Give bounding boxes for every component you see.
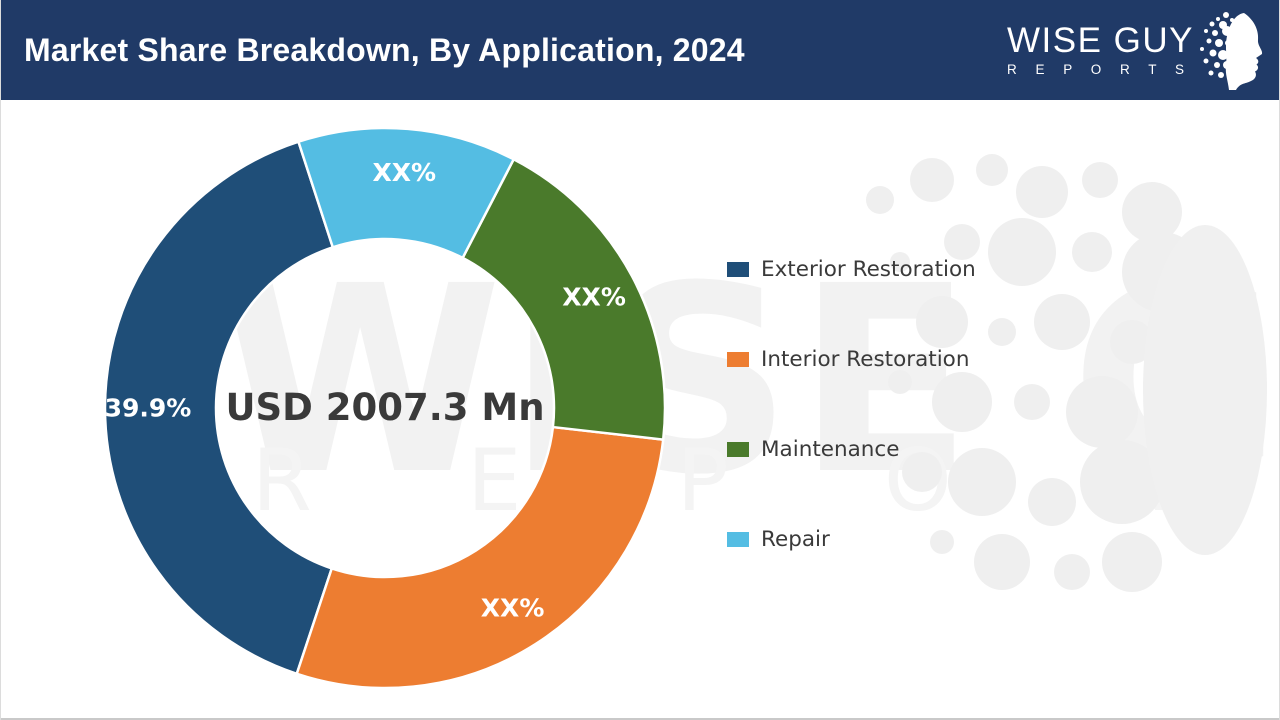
legend-swatch-icon [727, 441, 749, 457]
legend-swatch-icon [727, 531, 749, 547]
slice-label-interior-restoration: XX% [481, 594, 545, 623]
donut-slice-maintenance [461, 158, 667, 441]
legend-item-maintenance: Maintenance [727, 432, 976, 466]
legend-item-exterior-restoration: Exterior Restoration [727, 252, 976, 286]
logo-face-icon [1200, 12, 1263, 90]
legend-label: Exterior Restoration [761, 256, 976, 282]
legend-item-interior-restoration: Interior Restoration [727, 342, 976, 376]
slice-label-exterior-restoration: 39.9% [105, 393, 192, 422]
page-title: Market Share Breakdown, By Application, … [24, 31, 745, 68]
logo-text: WISE GUY R E P O R T S [1006, 21, 1194, 78]
bottom-divider [0, 718, 1280, 720]
logo-wiseguy-label: WISE GUY [1006, 21, 1194, 60]
legend-label: Repair [761, 526, 830, 552]
slice-label-repair: XX% [372, 158, 436, 187]
chart-center-value: USD 2007.3 Mn [225, 386, 545, 429]
legend-item-repair: Repair [727, 522, 976, 556]
legend-label: Maintenance [761, 436, 900, 462]
legend-label: Interior Restoration [761, 346, 970, 372]
header-bar: Market Share Breakdown, By Application, … [0, 0, 1280, 100]
chart-legend: Exterior Restoration Interior Restoration… [727, 252, 976, 612]
logo-reports-label: R E P O R T S [1006, 62, 1192, 77]
donut-slice-interior-restoration [295, 425, 665, 690]
donut-slice-exterior-restoration [103, 140, 335, 675]
donut-slice-repair [297, 126, 515, 260]
slice-label-maintenance: XX% [562, 282, 626, 311]
wise-guy-reports-logo: WISE GUY R E P O R T S [1007, 10, 1264, 90]
legend-swatch-icon [727, 261, 749, 277]
legend-swatch-icon [727, 351, 749, 367]
